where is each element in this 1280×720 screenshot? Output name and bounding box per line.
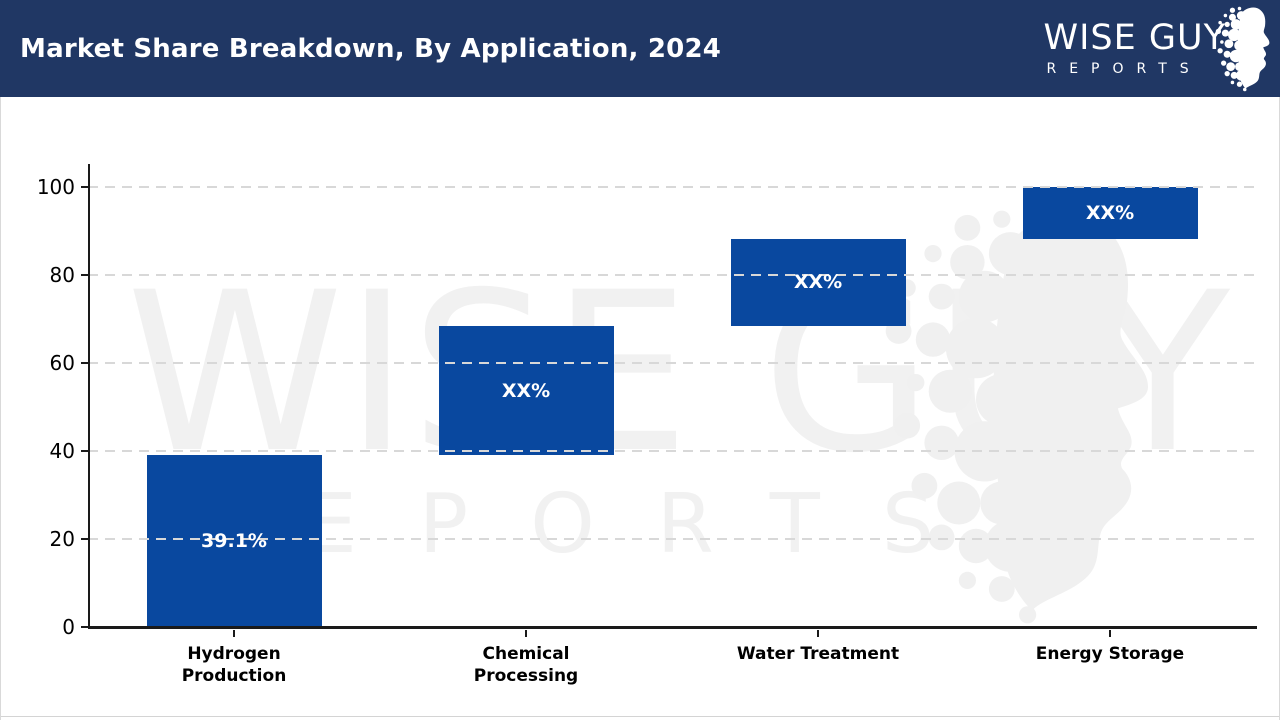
x-tick-mark — [1109, 630, 1111, 637]
y-tick-label: 100 — [36, 175, 75, 199]
gridline — [88, 538, 1256, 540]
y-tick-label: 40 — [49, 439, 75, 463]
brand-name: WISE GUY — [1043, 17, 1226, 58]
y-tick-label: 20 — [49, 527, 75, 551]
card-bottom-border — [1, 716, 1279, 717]
y-tick-label: 60 — [49, 351, 75, 375]
page-title: Market Share Breakdown, By Application, … — [20, 33, 722, 64]
x-tick-label: Water Treatment — [736, 644, 900, 664]
y-tick-mark — [81, 626, 88, 628]
y-tick-mark — [81, 274, 88, 276]
bar-value-label: XX% — [793, 271, 843, 294]
y-axis-line — [88, 164, 90, 628]
brand-logo-text: WISE GUY REPORTS — [1043, 17, 1226, 77]
bar — [730, 238, 906, 327]
gridline — [88, 362, 1256, 364]
gridline — [88, 274, 1256, 276]
bar — [146, 454, 322, 627]
head-profile-icon — [1215, 6, 1270, 91]
x-tick-mark — [525, 630, 527, 637]
watermark-head-icon — [885, 210, 1148, 624]
plot-area: 0 20 40 60 80 100 39.1% Hydrogen Production XX% C… — [1, 97, 1279, 720]
x-axis-line — [88, 626, 1257, 629]
bar — [438, 326, 614, 455]
bar — [1022, 187, 1198, 239]
y-tick-mark — [81, 362, 88, 364]
bar-value-label: 39.1% — [201, 529, 267, 552]
x-tick-label: Chemical Processing — [473, 644, 579, 686]
gridline — [88, 450, 1256, 452]
y-tick-label: 0 — [62, 615, 75, 639]
gridline — [88, 186, 1256, 188]
x-tick-label: Energy Storage — [1035, 644, 1185, 664]
y-tick-mark — [81, 186, 88, 188]
bar-value-label: XX% — [501, 379, 551, 402]
chart-canvas: WISE GUY REPORTS 0 20 40 60 80 100 39.1% Hydrog… — [0, 97, 1280, 720]
x-tick-mark — [817, 630, 819, 637]
x-tick-label: Hydrogen Production — [181, 644, 287, 686]
bar-value-label: XX% — [1085, 201, 1135, 224]
brand-logo: WISE GUY REPORTS — [1043, 5, 1272, 93]
x-tick-mark — [233, 630, 235, 637]
y-tick-label: 80 — [49, 263, 75, 287]
brand-subname: REPORTS — [1046, 60, 1202, 77]
app-header: Market Share Breakdown, By Application, … — [0, 0, 1280, 97]
y-tick-mark — [81, 538, 88, 540]
y-tick-mark — [81, 450, 88, 452]
